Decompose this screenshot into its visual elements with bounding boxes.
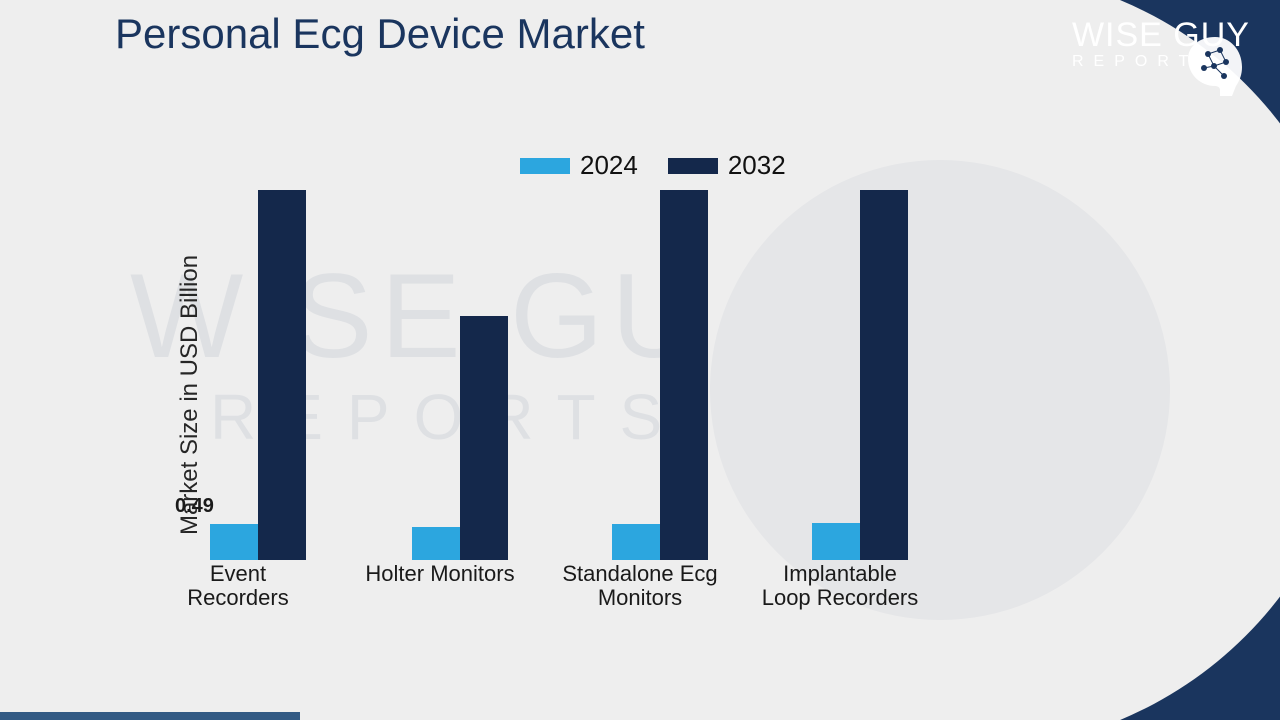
- bar: [812, 523, 860, 560]
- x-axis-labels: Event Recorders Holter Monitors Standalone…: [130, 562, 960, 632]
- bar-group: [792, 190, 928, 560]
- x-axis-category-label: Holter Monitors: [360, 562, 520, 586]
- legend-item-2024: 2024: [520, 150, 638, 181]
- legend-label-2032: 2032: [728, 150, 786, 181]
- bar: [412, 527, 460, 560]
- head-icon: [1180, 32, 1250, 102]
- legend-item-2032: 2032: [668, 150, 786, 181]
- legend-swatch-2024: [520, 158, 570, 174]
- canvas: Personal Ecg Device Market WISE GUY REPO…: [0, 0, 1280, 720]
- legend-swatch-2032: [668, 158, 718, 174]
- bar: [460, 316, 508, 560]
- legend: 2024 2032: [520, 150, 786, 181]
- bar-value-label: 0.49: [175, 495, 214, 518]
- x-axis-category-label: Implantable Loop Recorders: [760, 562, 920, 610]
- bar: [860, 190, 908, 560]
- legend-label-2024: 2024: [580, 150, 638, 181]
- bar: [258, 190, 306, 560]
- x-axis-category-label: Standalone Ecg Monitors: [560, 562, 720, 610]
- chart-area: Market Size in USD Billion 0.49 Event Re…: [100, 190, 960, 600]
- bar-group: [392, 316, 528, 560]
- bar: [210, 524, 258, 560]
- chart-title: Personal Ecg Device Market: [115, 10, 645, 58]
- bar-group: [592, 190, 728, 560]
- bottom-accent-bar: [0, 712, 300, 720]
- x-axis-category-label: Event Recorders: [158, 562, 318, 610]
- bar: [612, 524, 660, 560]
- brand-logo: WISE GUY REPORTS: [1072, 18, 1250, 70]
- plot-area: 0.49: [130, 190, 960, 560]
- bar: [660, 190, 708, 560]
